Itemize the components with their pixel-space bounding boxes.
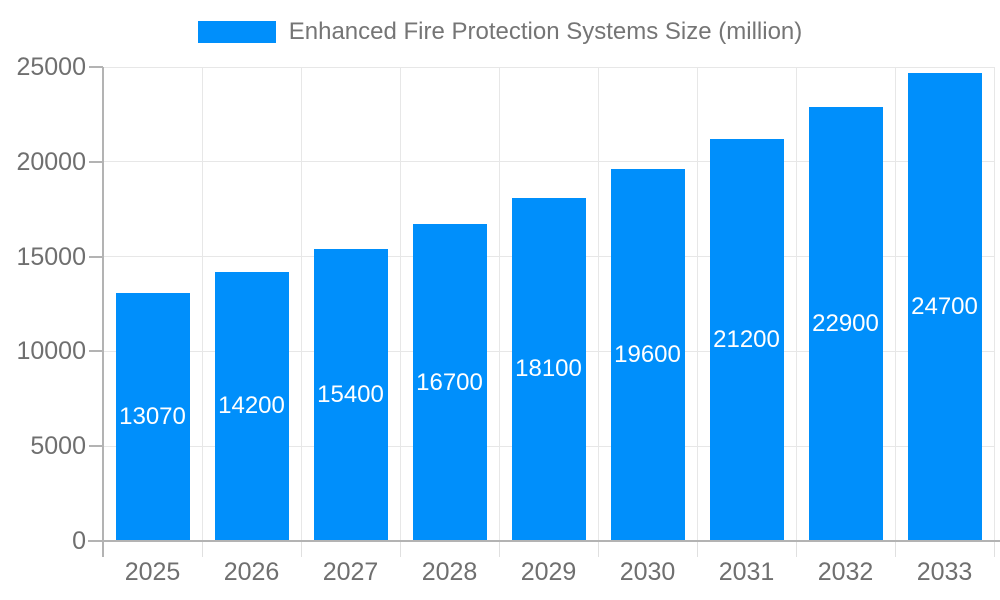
legend: Enhanced Fire Protection Systems Size (m… [0, 17, 1000, 47]
bar[interactable] [808, 106, 883, 541]
x-axis-tick [696, 541, 698, 557]
bar[interactable] [412, 224, 487, 541]
y-axis-tick [89, 160, 103, 163]
x-gridline [696, 67, 698, 541]
x-gridline [300, 67, 302, 541]
x-axis-label: 2029 [520, 558, 577, 586]
y-axis-line [102, 67, 104, 557]
x-axis-label: 2030 [619, 558, 676, 586]
y-axis-label: 10000 [16, 337, 86, 366]
y-gridline [103, 66, 994, 68]
x-axis-tick [399, 541, 401, 557]
y-axis-tick [89, 350, 103, 353]
x-axis-tick [201, 541, 203, 557]
x-axis-label: 2026 [223, 558, 280, 586]
bar[interactable] [115, 293, 190, 541]
bar-value-label: 24700 [911, 292, 978, 320]
legend-label: Enhanced Fire Protection Systems Size (m… [288, 18, 803, 45]
x-gridline [597, 67, 599, 541]
bar[interactable] [511, 197, 586, 541]
bar[interactable] [610, 169, 685, 541]
y-axis-label: 20000 [16, 147, 86, 176]
x-axis-tick [795, 541, 797, 557]
y-axis-label: 25000 [16, 53, 86, 81]
x-axis-line [88, 540, 1000, 542]
y-axis-tick [89, 255, 103, 258]
x-gridline [201, 67, 203, 541]
x-axis-label: 2025 [124, 558, 181, 586]
bar-value-label: 18100 [515, 355, 582, 383]
bar[interactable] [907, 72, 982, 541]
x-axis-label: 2032 [817, 558, 874, 586]
x-gridline [993, 67, 995, 541]
bar-value-label: 15400 [317, 381, 384, 408]
x-axis-tick [300, 541, 302, 557]
x-axis-tick [993, 541, 995, 557]
y-axis-tick [89, 66, 103, 68]
y-axis-label: 5000 [30, 432, 86, 461]
bar-value-label: 22900 [812, 309, 879, 337]
bar-value-label: 13070 [119, 403, 186, 431]
x-axis-label: 2033 [916, 558, 973, 586]
bar-value-label: 14200 [218, 392, 285, 420]
bar-value-label: 19600 [614, 341, 681, 369]
bar[interactable] [214, 271, 289, 541]
x-axis-label: 2027 [322, 558, 379, 586]
x-axis-label: 2031 [718, 558, 775, 586]
x-gridline [498, 67, 500, 541]
bar[interactable] [709, 139, 784, 541]
y-axis-label: 15000 [16, 242, 86, 271]
y-axis-label: 0 [72, 527, 86, 555]
x-axis-tick [894, 541, 896, 557]
y-gridline [103, 161, 994, 163]
x-axis-label: 2028 [421, 558, 478, 586]
bar[interactable] [313, 249, 388, 541]
x-axis-tick [597, 541, 599, 557]
bar-value-label: 16700 [416, 368, 483, 396]
bar-value-label: 21200 [713, 326, 780, 354]
x-axis-tick [498, 541, 500, 557]
x-gridline [399, 67, 401, 541]
x-gridline [795, 67, 797, 541]
x-gridline [894, 67, 896, 541]
legend-marker[interactable] [197, 21, 276, 43]
y-axis-tick [89, 445, 103, 448]
